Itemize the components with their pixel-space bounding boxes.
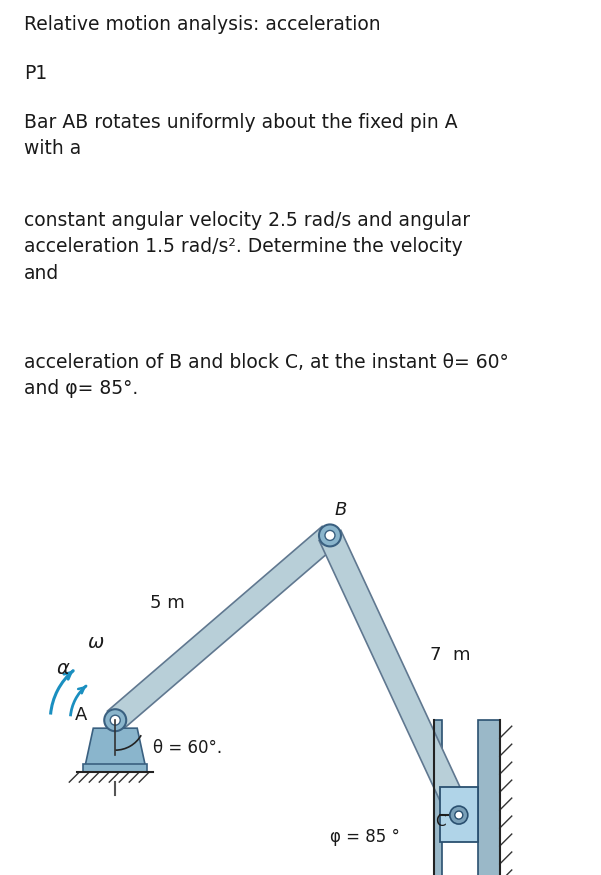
Text: $\omega$: $\omega$ [87,633,104,652]
Text: C: C [436,814,446,829]
Text: θ = 60°.: θ = 60°. [153,739,222,757]
Circle shape [110,715,120,725]
Polygon shape [108,527,338,729]
Polygon shape [319,530,471,820]
Text: 5 m: 5 m [150,594,185,612]
Circle shape [450,806,468,824]
Text: constant angular velocity 2.5 rad/s and angular
acceleration 1.5 rad/s². Determi: constant angular velocity 2.5 rad/s and … [24,211,470,283]
Text: $\alpha$: $\alpha$ [56,659,70,678]
Polygon shape [85,728,145,765]
Text: 7  m: 7 m [430,647,470,664]
Text: acceleration of B and block C, at the instant θ= 60°
and φ= 85°.: acceleration of B and block C, at the in… [24,353,509,398]
Text: Relative motion analysis: acceleration: Relative motion analysis: acceleration [24,15,380,34]
Bar [434,720,442,875]
Circle shape [455,811,463,819]
Text: A: A [75,706,87,724]
Bar [478,720,500,875]
Circle shape [325,530,335,541]
Bar [440,788,478,842]
Bar [84,764,147,772]
Text: Bar AB rotates uniformly about the fixed pin A
with a: Bar AB rotates uniformly about the fixed… [24,113,458,158]
Text: B: B [335,501,347,520]
Text: P1: P1 [24,64,47,83]
Circle shape [104,710,126,731]
Text: φ = 85 °: φ = 85 ° [330,828,400,846]
Circle shape [319,524,341,546]
